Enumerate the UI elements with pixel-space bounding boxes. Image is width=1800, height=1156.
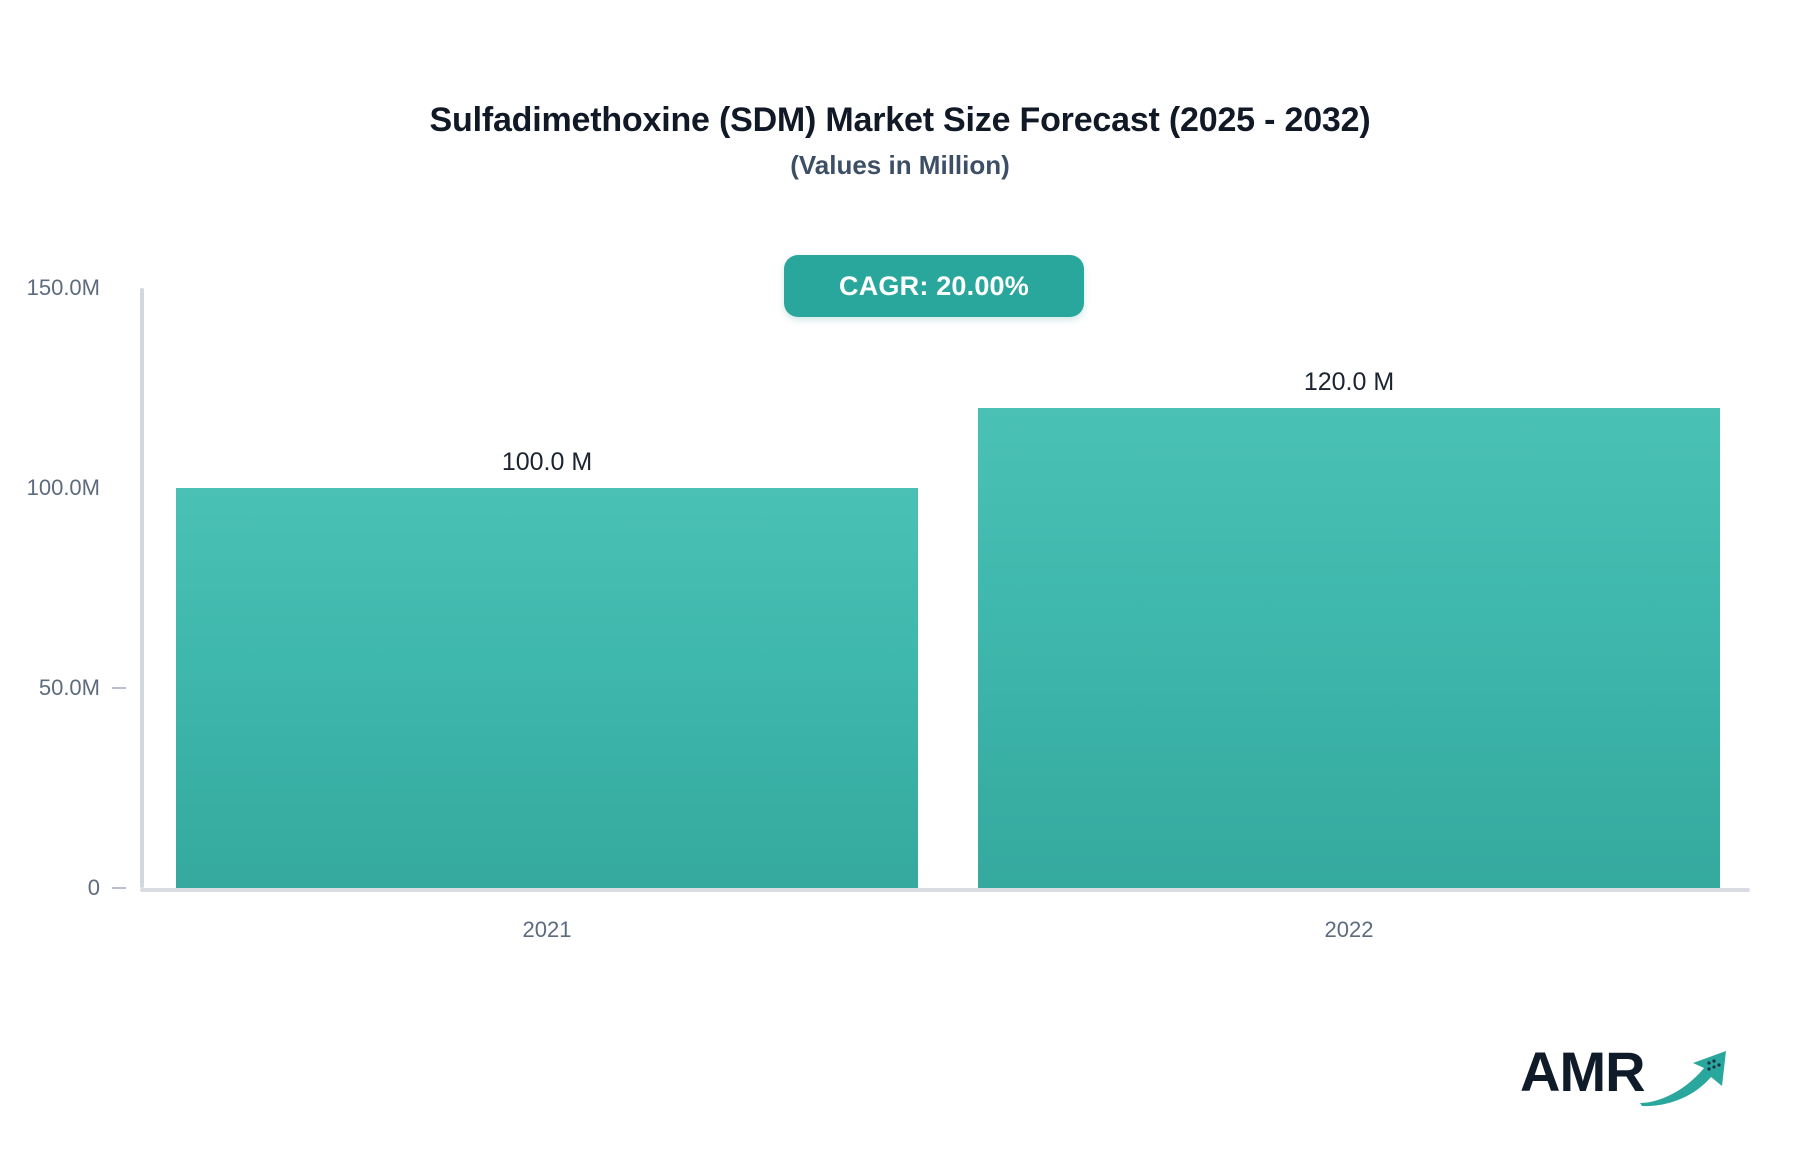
y-axis-tick-label: 150.0M xyxy=(26,275,100,300)
x-axis-line xyxy=(140,888,1750,892)
y-axis-tick-label: 50.0M xyxy=(38,675,100,700)
bar-value-label: 100.0 M xyxy=(501,448,593,476)
cagr-badge-label: CAGR: 20.00% xyxy=(839,270,1029,301)
y-axis-tick: 0 xyxy=(0,877,100,899)
chart-subtitle: (Values in Million) xyxy=(790,150,1010,180)
bar[interactable] xyxy=(978,408,1720,888)
x-axis-tick-label: 2021 xyxy=(522,917,572,942)
bar[interactable] xyxy=(176,488,918,888)
x-axis-tick-label: 2022 xyxy=(1324,917,1374,942)
bar-value-label: 120.0 M xyxy=(1303,368,1395,396)
y-axis-tick-label: 100.0M xyxy=(26,475,100,500)
y-axis-tick: 100.0M xyxy=(0,477,100,499)
growth-arrow-icon xyxy=(1640,1051,1726,1107)
amr-logo-text: AMR xyxy=(1520,1040,1646,1103)
y-axis-tick: 150.0M xyxy=(0,277,100,299)
amr-logo: AMR xyxy=(1520,1040,1730,1118)
chart-title: Sulfadimethoxine (SDM) Market Size Forec… xyxy=(429,101,1371,139)
y-axis-tick-mark xyxy=(112,887,126,889)
y-axis-tick-mark xyxy=(112,687,126,689)
y-axis-tick-label: 0 xyxy=(87,875,100,900)
y-axis-line xyxy=(140,288,144,888)
y-axis-tick: 50.0M xyxy=(0,677,100,699)
cagr-badge: CAGR: 20.00% xyxy=(784,255,1084,317)
